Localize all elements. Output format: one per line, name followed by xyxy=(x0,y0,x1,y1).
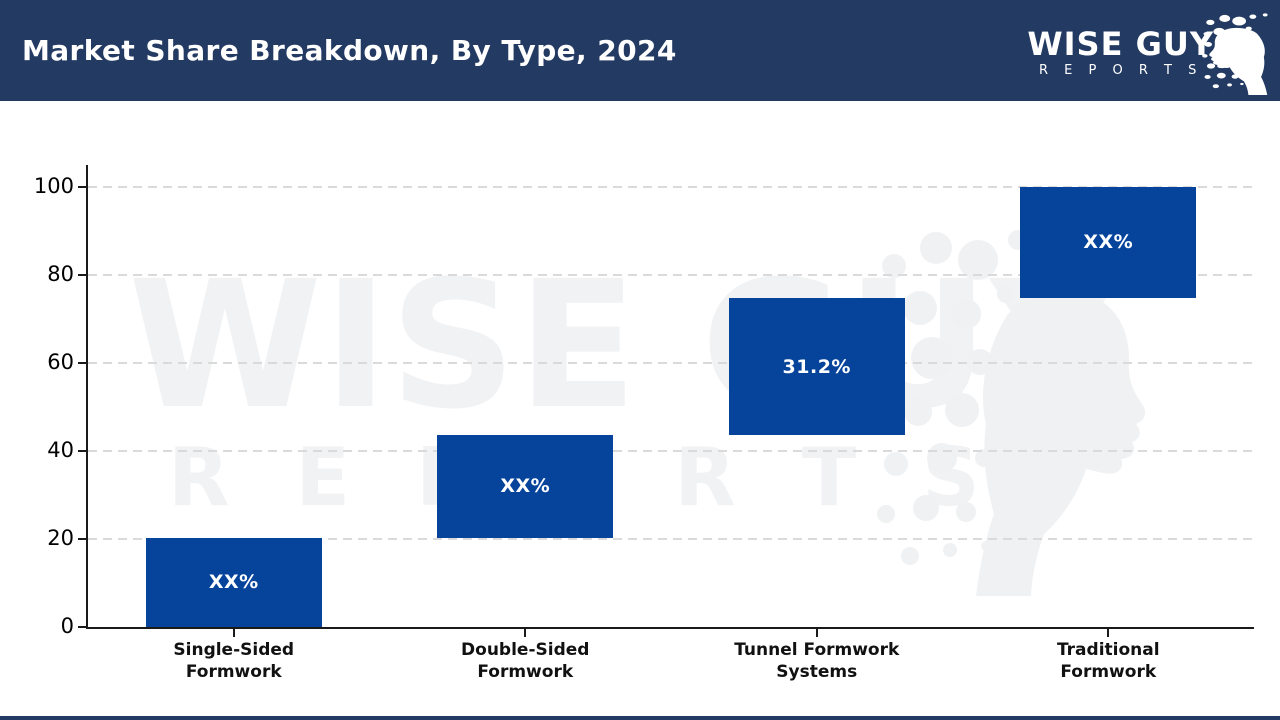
face-profile-dots-icon xyxy=(1202,12,1270,95)
category-label: Tunnel Formwork Systems xyxy=(687,639,947,683)
y-tick-mark-60 xyxy=(78,362,86,364)
category-label-line: Formwork xyxy=(1060,662,1157,682)
header-bar: Market Share Breakdown, By Type, 2024 WI… xyxy=(0,0,1280,101)
category-label: Single-Sided Formwork xyxy=(104,639,364,683)
category-label: Double-Sided Formwork xyxy=(395,639,655,683)
y-tick-mark-80 xyxy=(78,274,86,276)
y-tick-mark-100 xyxy=(78,186,86,188)
category-label-line: Tunnel Formwork xyxy=(734,640,900,660)
category-label: Traditional Formwork xyxy=(978,639,1238,683)
bar-segment: XX% xyxy=(437,435,614,538)
category-label-line: Formwork xyxy=(477,662,574,682)
x-tick-mark xyxy=(1107,629,1110,637)
y-tick-label-40: 40 xyxy=(47,438,74,462)
bar-value-label: XX% xyxy=(500,475,551,498)
y-tick-label-20: 20 xyxy=(47,526,74,550)
page-title: Market Share Breakdown, By Type, 2024 xyxy=(22,34,677,67)
category-label-line: Traditional xyxy=(1056,640,1160,660)
bar-segment: 31.2% xyxy=(728,297,905,436)
logo-subtitle: R E P O R T S xyxy=(1038,62,1203,78)
y-tick-mark-0 xyxy=(78,626,86,628)
category-label-line: Formwork xyxy=(185,662,282,682)
plot-area: XX% XX% 31.2% XX% xyxy=(86,165,1254,629)
bar-value-label: XX% xyxy=(208,571,259,594)
gridline-20 xyxy=(88,538,1254,540)
bar-value-label: XX% xyxy=(1083,231,1134,254)
gridline-60 xyxy=(88,362,1254,364)
footer-bar xyxy=(0,716,1280,720)
logo-wordmark: WISE GUY xyxy=(1027,24,1214,63)
y-tick-label-100: 100 xyxy=(33,174,74,198)
category-label-line: Double-Sided xyxy=(461,640,590,660)
category-label-line: Single-Sided xyxy=(173,640,295,660)
x-tick-mark xyxy=(815,629,818,637)
gridline-40 xyxy=(88,450,1254,452)
bar-value-label: 31.2% xyxy=(782,355,851,378)
y-tick-label-80: 80 xyxy=(47,262,74,286)
bar-segment: XX% xyxy=(145,537,322,627)
x-tick-mark xyxy=(232,629,235,637)
y-tick-mark-40 xyxy=(78,450,86,452)
wiseguy-logo: WISE GUY R E P O R T S xyxy=(1027,7,1270,95)
y-tick-label-60: 60 xyxy=(47,350,74,374)
category-label-line: Systems xyxy=(776,662,858,682)
logo-text: WISE GUY R E P O R T S xyxy=(1027,28,1214,78)
y-tick-mark-20 xyxy=(78,538,86,540)
y-tick-label-0: 0 xyxy=(60,614,74,638)
bar-segment: XX% xyxy=(1020,187,1197,298)
gridline-100 xyxy=(88,186,1254,188)
gridline-80 xyxy=(88,274,1254,276)
x-tick-mark xyxy=(524,629,527,637)
